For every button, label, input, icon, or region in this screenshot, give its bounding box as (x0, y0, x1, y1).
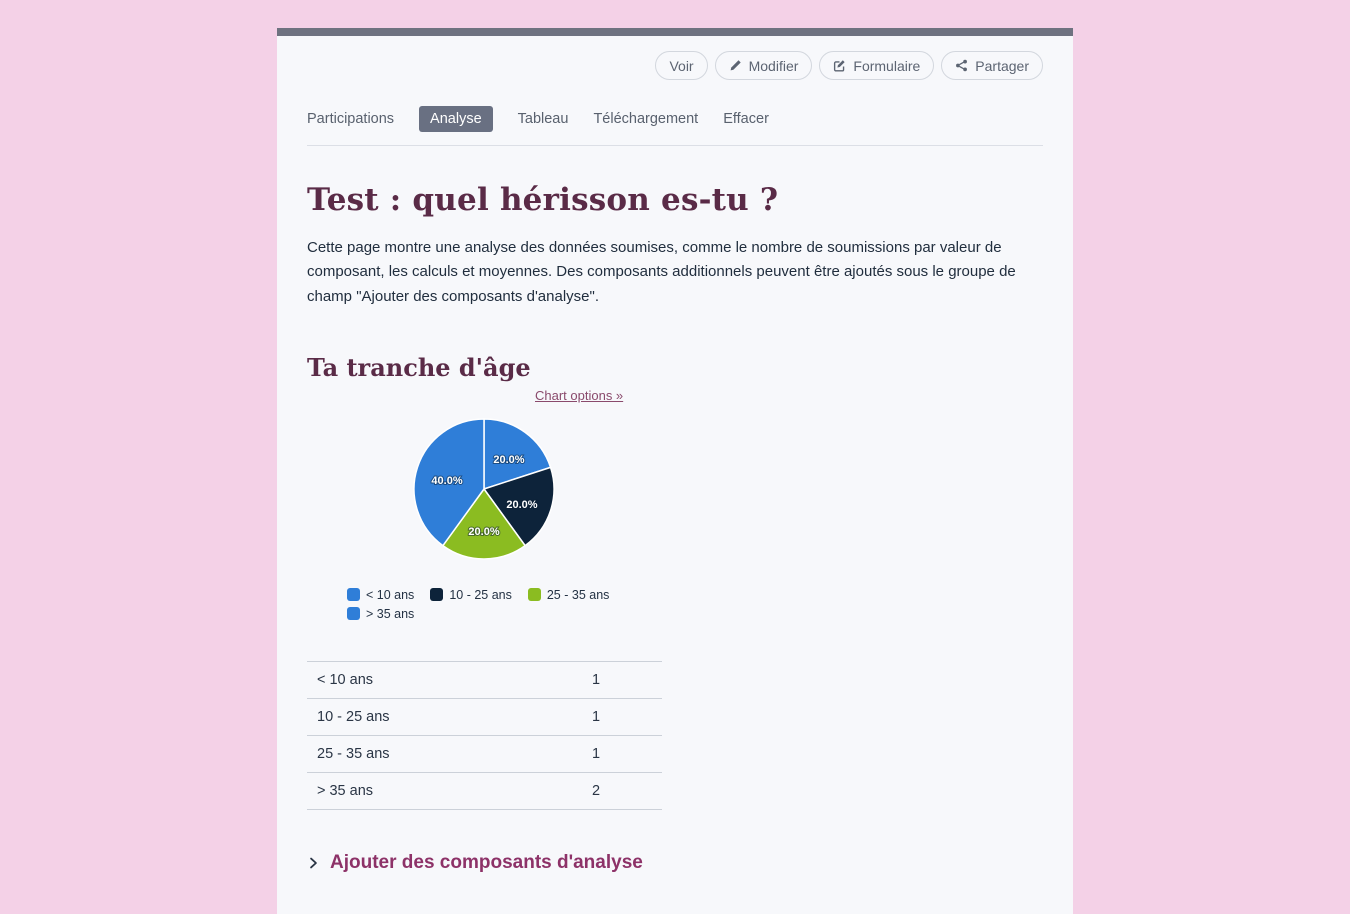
add-analysis-components-toggle[interactable]: Ajouter des composants d'analyse (307, 852, 643, 874)
view-button[interactable]: Voir (655, 51, 708, 80)
row-value: 1 (592, 734, 662, 773)
pie-label-10-25: 20.0% (506, 499, 537, 511)
pie-slice-lt10[interactable] (483, 418, 552, 490)
edit-button-label: Modifier (748, 57, 799, 74)
tab-participations[interactable]: Participations (307, 111, 395, 127)
legend-item-gt35[interactable]: > 35 ans (347, 607, 414, 621)
chart-legend: < 10 ans 10 - 25 ans 25 - 35 ans > 35 an… (347, 588, 649, 621)
add-analysis-components-label: Ajouter des composants d'analyse (330, 851, 643, 873)
tab-analyse[interactable]: Analyse (419, 106, 493, 132)
tab-bar: Participations Analyse Tableau Télécharg… (307, 106, 1043, 146)
chevron-right-icon (310, 857, 317, 869)
form-button[interactable]: Formulaire (819, 51, 935, 80)
tab-tableau[interactable]: Tableau (517, 111, 569, 127)
legend-label-25-35: 25 - 35 ans (546, 587, 610, 602)
row-value: 1 (592, 697, 662, 736)
legend-label-lt10: < 10 ans (366, 587, 415, 602)
share-button-label: Partager (975, 57, 1029, 74)
page-description: Cette page montre une analyse des donnée… (307, 239, 1016, 305)
tab-effacer[interactable]: Effacer (723, 111, 769, 127)
legend-swatch-25-35 (527, 588, 541, 602)
legend-swatch-lt10 (347, 588, 360, 602)
legend-label-gt35: > 35 ans (366, 606, 415, 621)
pie-slice-gt35[interactable] (413, 418, 485, 547)
edit-button[interactable]: Modifier (714, 51, 813, 80)
row-label: 10 - 25 ans (307, 697, 592, 736)
pie-label-25-35: 20.0% (468, 526, 499, 538)
row-label: 25 - 35 ans (307, 734, 592, 773)
row-value: 2 (592, 771, 662, 810)
page-title: Test : quel hérisson es-tu ? (307, 182, 779, 218)
pie-slice-25-35[interactable] (441, 487, 527, 560)
legend-swatch-gt35 (347, 607, 360, 621)
legend-swatch-10-25 (430, 588, 444, 602)
results-table: < 10 ans 1 10 - 25 ans 1 25 - 35 ans 1 >… (307, 660, 662, 810)
toolbar: Voir Modifier Formulaire Partager (307, 36, 1043, 80)
legend-label-10-25: 10 - 25 ans (449, 587, 512, 602)
view-button-label: Voir (669, 57, 694, 74)
row-value: 1 (592, 660, 662, 699)
tab-telechargement[interactable]: Téléchargement (593, 111, 699, 127)
pie-label-gt35: 40.0% (431, 475, 462, 487)
chart-options-link[interactable]: Chart options » (535, 387, 624, 403)
row-label: > 35 ans (307, 771, 592, 810)
legend-item-10-25[interactable]: 10 - 25 ans (430, 588, 512, 602)
pie-label-lt10: 20.0% (493, 454, 524, 466)
row-label: < 10 ans (307, 660, 592, 699)
pie-slice-10-25[interactable] (482, 466, 555, 547)
pen-square-icon (834, 60, 846, 72)
share-button[interactable]: Partager (941, 51, 1043, 80)
pie-chart: 20.0% 20.0% 20.0% 40.0% (383, 411, 585, 572)
share-nodes-icon (956, 59, 968, 72)
pencil-icon (730, 60, 741, 71)
form-button-label: Formulaire (853, 57, 921, 74)
table-row: < 10 ans 1 (307, 660, 662, 699)
table-row: > 35 ans 2 (307, 771, 662, 810)
legend-item-lt10[interactable]: < 10 ans (347, 588, 414, 602)
legend-item-25-35[interactable]: 25 - 35 ans (527, 587, 610, 602)
section-title: Ta tranche d'âge (307, 352, 531, 382)
table-row: 10 - 25 ans 1 (307, 697, 662, 736)
content-card: Voir Modifier Formulaire Partager (277, 28, 1073, 914)
table-row: 25 - 35 ans 1 (307, 734, 662, 773)
